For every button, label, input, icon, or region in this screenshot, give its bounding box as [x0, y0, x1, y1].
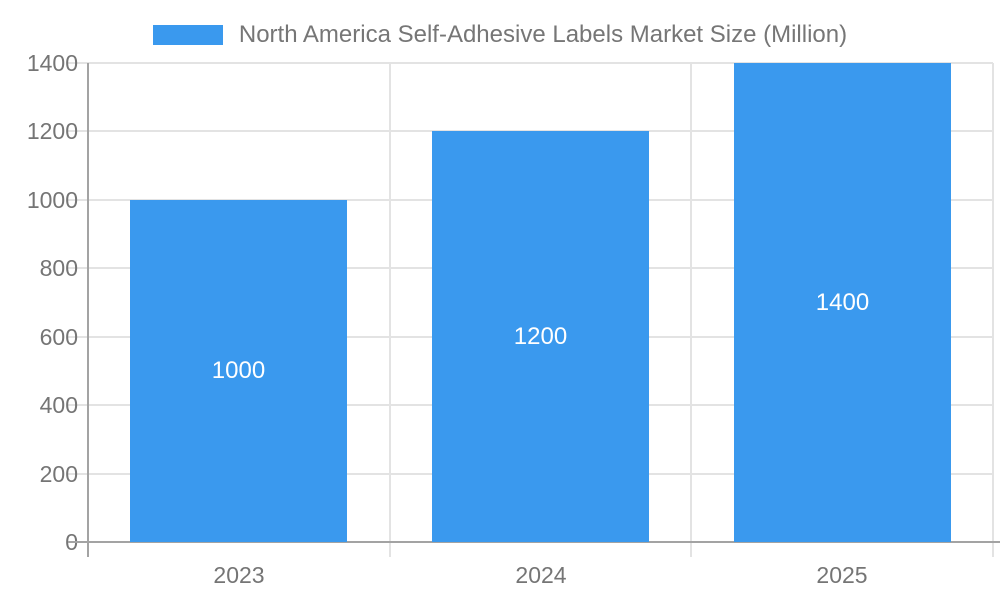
x-tick-mark	[690, 542, 692, 557]
y-tick-mark	[68, 130, 88, 132]
y-tick-label: 200	[39, 461, 78, 487]
y-tick-label: 1400	[26, 50, 78, 76]
legend-swatch	[152, 25, 223, 45]
bar-value-label: 1200	[513, 322, 568, 350]
y-tick-mark	[68, 473, 88, 475]
x-tick-label: 2025	[816, 562, 868, 588]
x-tick-mark	[389, 542, 391, 557]
y-tick-mark	[68, 267, 88, 269]
bar-value-label: 1000	[211, 357, 266, 384]
v-gridline	[389, 63, 391, 542]
legend-label: North America Self-Adhesive Labels Marke…	[238, 21, 848, 48]
h-gridline	[88, 62, 993, 64]
bar[interactable]: 1200	[432, 131, 649, 542]
y-tick-mark	[68, 404, 88, 406]
y-tick-label: 600	[39, 324, 78, 350]
x-tick-label: 2023	[213, 562, 265, 588]
y-tick-mark	[68, 199, 88, 201]
x-axis-line	[68, 541, 1000, 543]
y-tick-label: 1200	[26, 118, 78, 144]
x-tick-mark	[992, 542, 994, 557]
y-tick-label: 800	[39, 255, 78, 281]
y-tick-mark	[68, 336, 88, 338]
v-gridline	[690, 63, 692, 542]
y-tick-label: 1000	[26, 187, 78, 213]
bar[interactable]: 1400	[734, 63, 951, 542]
bar-value-label: 1400	[815, 288, 870, 316]
v-gridline	[992, 63, 994, 542]
x-tick-label: 2024	[515, 562, 567, 588]
chart-legend[interactable]: North America Self-Adhesive Labels Marke…	[0, 21, 1000, 49]
y-tick-label: 400	[39, 392, 78, 418]
y-axis-line	[87, 63, 89, 557]
y-tick-mark	[68, 62, 88, 64]
bar[interactable]: 1000	[130, 200, 347, 542]
y-tick-label: 0	[0, 529, 78, 555]
